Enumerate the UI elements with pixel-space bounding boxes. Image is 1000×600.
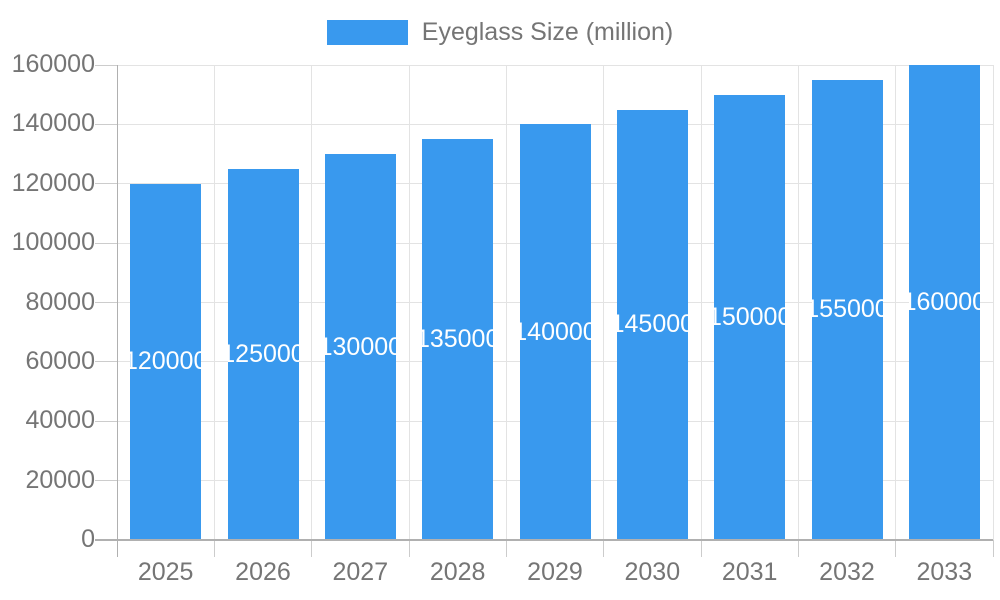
gridline-vertical	[213, 65, 215, 540]
gridline-vertical	[700, 65, 702, 540]
x-axis-tick	[116, 540, 118, 557]
gridline-vertical	[992, 65, 994, 540]
y-axis-tick	[95, 361, 117, 363]
gridline-vertical	[797, 65, 799, 540]
bar-value-label: 120000	[130, 347, 202, 376]
x-axis-tick	[992, 540, 994, 557]
y-axis-tick	[95, 420, 117, 422]
bar-2032[interactable]: 155000	[811, 79, 883, 540]
y-axis-tick	[95, 64, 117, 66]
gridline-vertical	[603, 65, 605, 540]
bar-2026[interactable]: 125000	[227, 168, 299, 540]
y-axis-tick	[95, 183, 117, 185]
x-axis-category-label: 2028	[429, 558, 486, 586]
bar-value-label: 155000	[811, 295, 883, 324]
y-axis-tick-label: 80000	[25, 287, 95, 316]
y-axis-tick	[95, 302, 117, 303]
bar-2025[interactable]: 120000	[130, 183, 202, 540]
bar-2028[interactable]: 135000	[422, 139, 494, 540]
x-axis-tick	[311, 540, 313, 557]
bar-2030[interactable]: 145000	[616, 109, 688, 540]
x-axis-category-label: 2027	[332, 558, 389, 586]
legend-label: Eyeglass Size (million)	[421, 17, 674, 46]
y-axis-tick	[95, 480, 117, 482]
x-axis-tick	[700, 540, 702, 557]
x-axis-tick	[505, 540, 507, 557]
y-axis-tick-label: 0	[81, 525, 95, 553]
x-axis-tick	[895, 540, 897, 557]
x-axis-line	[95, 539, 993, 541]
x-axis-category-label: 2031	[721, 558, 778, 586]
bar-2033[interactable]: 160000	[908, 65, 980, 540]
x-axis-category-label: 2025	[137, 558, 194, 586]
gridline-horizontal	[117, 64, 993, 66]
x-axis-tick	[603, 540, 605, 557]
gridline-vertical	[505, 65, 507, 540]
gridline-vertical	[408, 65, 410, 540]
x-axis-tick	[408, 540, 410, 557]
chart-legend: Eyeglass Size (million)	[0, 14, 1000, 50]
x-axis-tick	[213, 540, 215, 557]
y-axis-tick-label: 120000	[11, 168, 95, 197]
bar-value-label: 140000	[519, 317, 591, 346]
y-axis-tick-label: 60000	[25, 346, 95, 375]
x-axis-tick	[797, 540, 799, 557]
y-axis-tick-label: 160000	[11, 50, 95, 78]
bar-value-label: 145000	[616, 310, 688, 339]
gridline-vertical	[311, 65, 313, 540]
bar-value-label: 160000	[908, 288, 980, 316]
bar-value-label: 125000	[227, 339, 299, 368]
x-axis-category-label: 2030	[624, 558, 681, 586]
gridline-vertical	[895, 65, 897, 540]
bar-value-label: 150000	[714, 302, 786, 331]
legend-swatch	[326, 19, 408, 45]
x-axis-category-label: 2033	[916, 558, 973, 586]
x-axis-category-label: 2032	[819, 558, 875, 586]
y-axis-tick-label: 40000	[25, 406, 95, 435]
y-axis-tick	[95, 242, 117, 244]
bar-value-label: 130000	[324, 332, 396, 361]
y-axis-line	[117, 65, 118, 540]
x-axis-category-label: 2029	[527, 558, 583, 586]
bar-2029[interactable]: 140000	[519, 124, 591, 540]
bar-value-label: 135000	[422, 325, 494, 354]
y-axis-tick-label: 20000	[25, 465, 95, 494]
bar-2031[interactable]: 150000	[714, 94, 786, 540]
bar-2027[interactable]: 130000	[324, 154, 396, 540]
x-axis-category-label: 2026	[235, 558, 291, 586]
y-axis-tick	[95, 123, 117, 125]
y-axis-tick-label: 140000	[11, 109, 95, 138]
y-axis-tick-label: 100000	[11, 228, 95, 257]
